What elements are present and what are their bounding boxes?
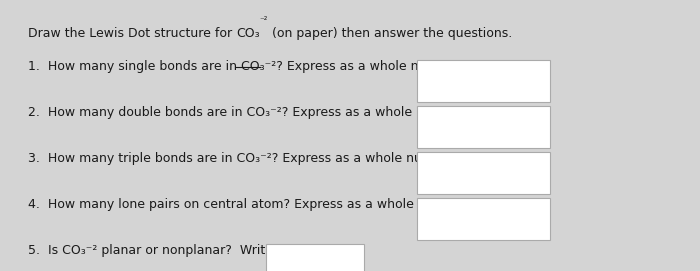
Text: 1.  How many single bonds are in CO₃⁻²? Express as a whole number.: 1. How many single bonds are in CO₃⁻²? E… [28, 60, 462, 73]
Text: ⁻²: ⁻² [260, 16, 268, 25]
Text: 3.  How many triple bonds are in CO₃⁻²? Express as a whole number.: 3. How many triple bonds are in CO₃⁻²? E… [28, 152, 458, 165]
Bar [416, 152, 550, 194]
Bar [416, 60, 550, 102]
Text: CO₃: CO₃ [236, 27, 260, 40]
Text: 5.  Is CO₃⁻² planar or nonplanar?  Write out word.: 5. Is CO₃⁻² planar or nonplanar? Write o… [28, 244, 336, 257]
Bar [416, 106, 550, 148]
Bar [416, 198, 550, 240]
Text: 4.  How many lone pairs on central atom? Express as a whole number.: 4. How many lone pairs on central atom? … [28, 198, 470, 211]
Text: Draw the Lewis Dot structure for: Draw the Lewis Dot structure for [28, 27, 236, 40]
Text: (on paper) then answer the questions.: (on paper) then answer the questions. [268, 27, 512, 40]
Text: 2.  How many double bonds are in CO₃⁻²? Express as a whole number.: 2. How many double bonds are in CO₃⁻²? E… [28, 106, 468, 119]
Bar [266, 244, 364, 271]
